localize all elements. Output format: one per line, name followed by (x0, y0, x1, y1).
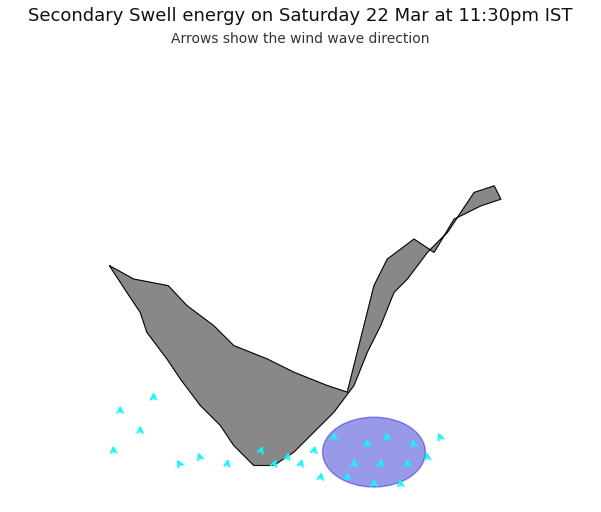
Ellipse shape (323, 417, 426, 487)
Text: Secondary Swell energy on Saturday 22 Mar at 11:30pm IST: Secondary Swell energy on Saturday 22 Ma… (28, 7, 573, 25)
Polygon shape (109, 186, 501, 465)
Text: Arrows show the wind wave direction: Arrows show the wind wave direction (171, 32, 430, 46)
